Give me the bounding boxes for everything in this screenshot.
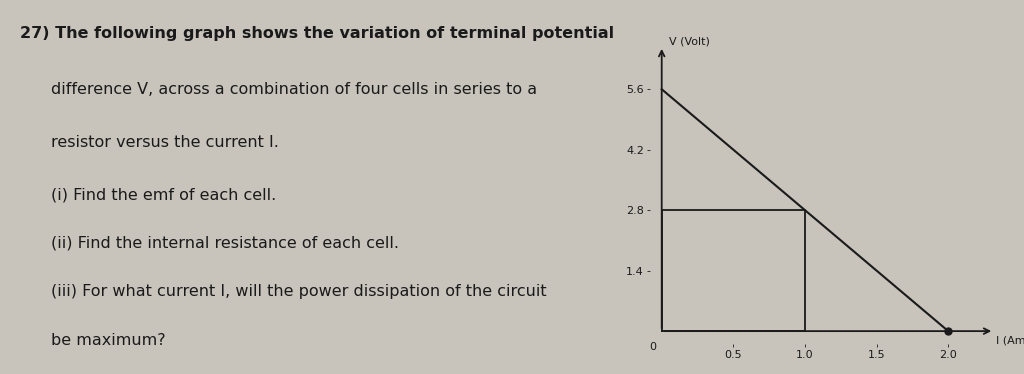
Text: V (Volt): V (Volt) <box>669 37 710 47</box>
Text: I (Amp): I (Amp) <box>995 335 1024 346</box>
Text: 27) The following graph shows the variation of terminal potential: 27) The following graph shows the variat… <box>20 26 614 41</box>
Text: be maximum?: be maximum? <box>51 333 166 348</box>
Text: (iii) For what current I, will the power dissipation of the circuit: (iii) For what current I, will the power… <box>51 284 547 299</box>
Text: difference V, across a combination of four cells in series to a: difference V, across a combination of fo… <box>51 82 538 97</box>
Text: (ii) Find the internal resistance of each cell.: (ii) Find the internal resistance of eac… <box>51 236 399 251</box>
Text: 0: 0 <box>649 342 656 352</box>
Text: (i) Find the emf of each cell.: (i) Find the emf of each cell. <box>51 187 276 202</box>
Text: resistor versus the current I.: resistor versus the current I. <box>51 135 280 150</box>
